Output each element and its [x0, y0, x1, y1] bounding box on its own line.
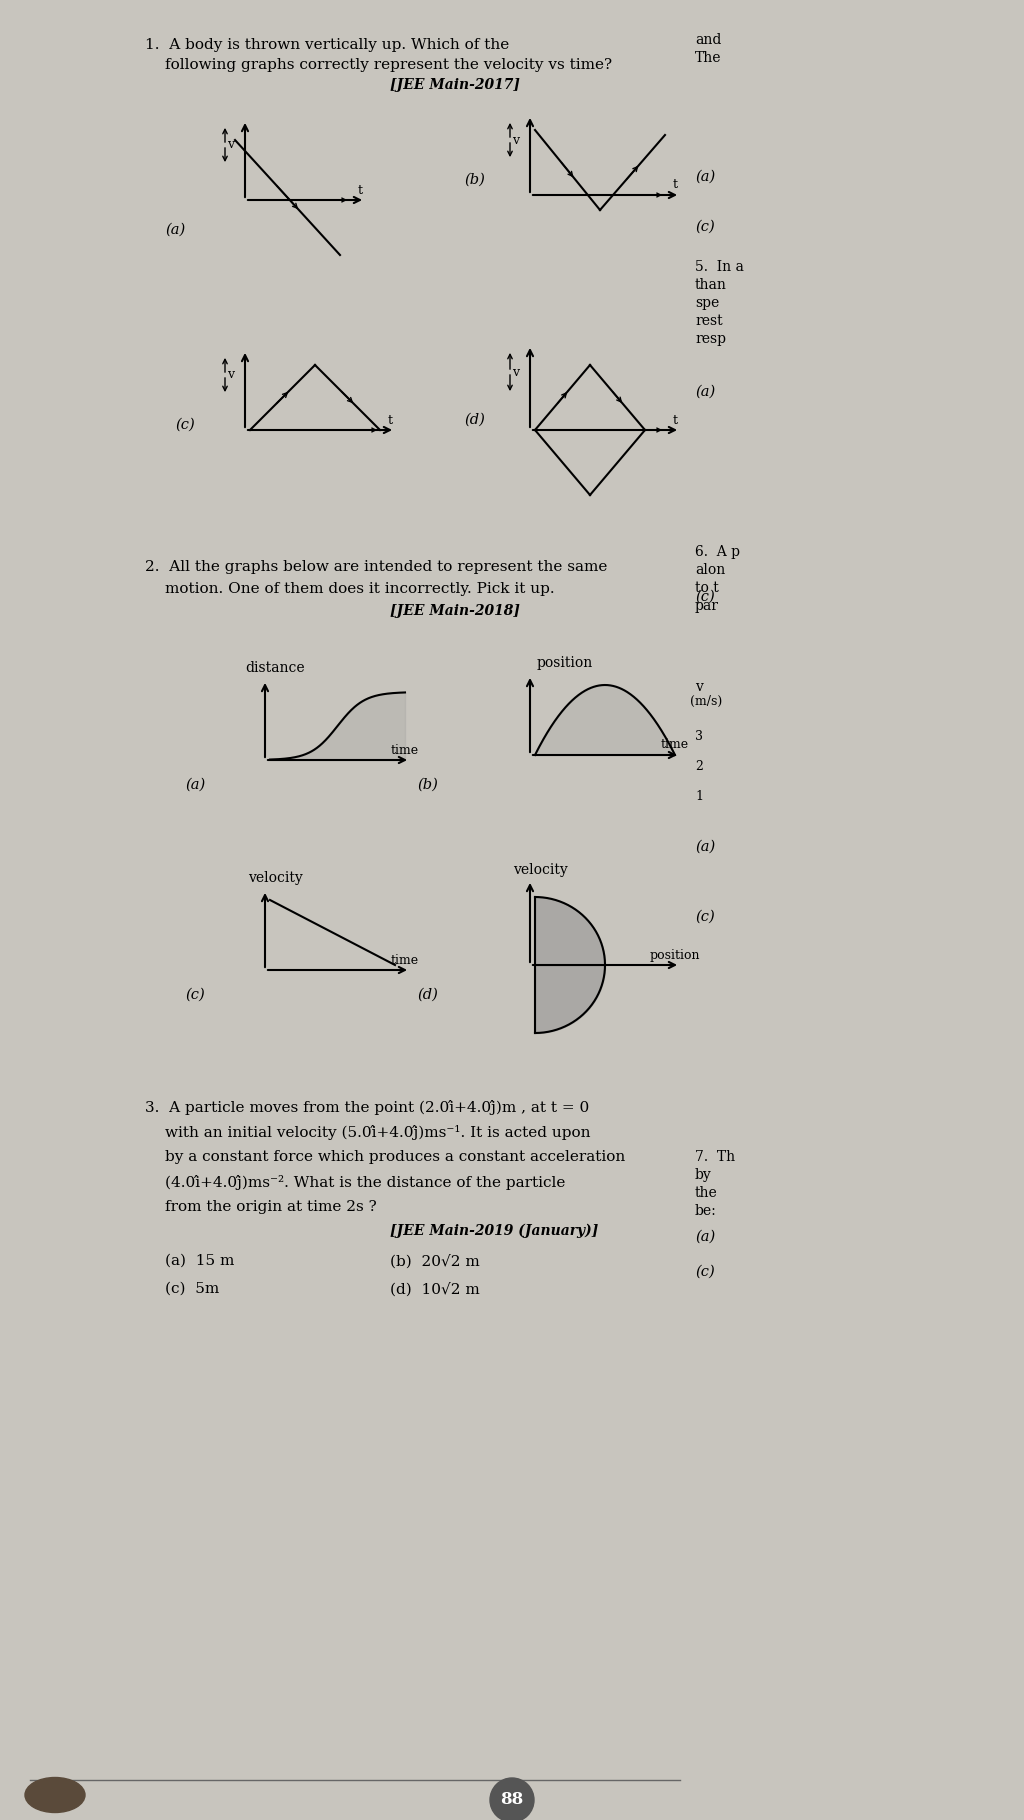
Text: from the origin at time 2s ?: from the origin at time 2s ? [165, 1199, 377, 1214]
Text: t: t [673, 413, 678, 426]
Text: position: position [650, 948, 700, 961]
Text: (c): (c) [695, 590, 715, 604]
Text: (c): (c) [695, 1265, 715, 1279]
Text: (4.0î+4.0ĵ)ms⁻². What is the distance of the particle: (4.0î+4.0ĵ)ms⁻². What is the distance … [165, 1176, 565, 1190]
Text: (c): (c) [175, 419, 195, 431]
Text: (c): (c) [695, 220, 715, 235]
Text: 3: 3 [695, 730, 703, 743]
Text: 5.  In a: 5. In a [695, 260, 743, 275]
Text: t: t [387, 413, 392, 426]
Text: (d): (d) [418, 988, 438, 1003]
Text: by a constant force which produces a constant acceleration: by a constant force which produces a con… [165, 1150, 626, 1165]
Text: (a): (a) [695, 841, 715, 854]
Text: distance: distance [245, 661, 305, 675]
Text: (a): (a) [695, 169, 715, 184]
Text: (d)  10√2 m: (d) 10√2 m [390, 1281, 480, 1296]
Text: (d): (d) [465, 413, 485, 428]
Text: rest: rest [695, 315, 723, 328]
Text: (a): (a) [695, 1230, 715, 1245]
Text: v: v [512, 366, 519, 379]
Text: [JEE Main-2019 (January)]: [JEE Main-2019 (January)] [390, 1225, 598, 1238]
Text: 1: 1 [695, 790, 703, 803]
Text: (a)  15 m: (a) 15 m [165, 1254, 234, 1269]
Text: time: time [660, 739, 689, 752]
Text: t: t [673, 178, 678, 191]
Text: by: by [695, 1168, 712, 1181]
Text: velocity: velocity [248, 872, 302, 885]
Circle shape [490, 1778, 534, 1820]
Text: 1.  A body is thrown vertically up. Which of the: 1. A body is thrown vertically up. Which… [145, 38, 509, 53]
Text: 7.  Th: 7. Th [695, 1150, 735, 1165]
Text: be:: be: [695, 1205, 717, 1218]
Text: time: time [391, 744, 419, 757]
Text: spe: spe [695, 297, 719, 309]
Ellipse shape [25, 1778, 85, 1813]
Text: and: and [695, 33, 721, 47]
Text: to t: to t [695, 581, 719, 595]
Text: (b): (b) [465, 173, 485, 187]
Text: [JEE Main-2018]: [JEE Main-2018] [390, 604, 520, 619]
Text: par: par [695, 599, 719, 613]
Text: (c)  5m: (c) 5m [165, 1281, 219, 1296]
Text: v: v [227, 138, 234, 151]
Text: (b)  20√2 m: (b) 20√2 m [390, 1254, 480, 1269]
Text: v: v [512, 133, 519, 146]
Text: following graphs correctly represent the velocity vs time?: following graphs correctly represent the… [165, 58, 612, 73]
Text: 6.  A p: 6. A p [695, 544, 740, 559]
Text: (m/s): (m/s) [690, 695, 722, 708]
Text: 2.  All the graphs below are intended to represent the same: 2. All the graphs below are intended to … [145, 561, 607, 573]
Text: [JEE Main-2017]: [JEE Main-2017] [390, 78, 520, 93]
Text: 2: 2 [695, 761, 702, 774]
Text: position: position [537, 655, 593, 670]
Text: (a): (a) [165, 224, 185, 237]
Text: (a): (a) [185, 777, 205, 792]
Text: (c): (c) [185, 988, 205, 1003]
Text: velocity: velocity [513, 863, 567, 877]
Text: (a): (a) [695, 386, 715, 399]
Text: with an initial velocity (5.0î+4.0ĵ)ms⁻¹. It is acted upon: with an initial velocity (5.0î+4.0ĵ)ms… [165, 1125, 591, 1139]
Text: 88: 88 [501, 1791, 523, 1809]
Text: (c): (c) [695, 910, 715, 925]
Text: alon: alon [695, 562, 725, 577]
Text: v: v [227, 368, 234, 382]
Text: time: time [391, 954, 419, 966]
Text: (b): (b) [418, 777, 438, 792]
Text: The: The [695, 51, 722, 66]
Text: the: the [695, 1187, 718, 1199]
Text: resp: resp [695, 331, 726, 346]
Text: t: t [357, 184, 362, 197]
Text: v: v [695, 681, 702, 693]
Text: motion. One of them does it incorrectly. Pick it up.: motion. One of them does it incorrectly.… [165, 582, 555, 595]
Text: than: than [695, 278, 727, 291]
Text: 3.  A particle moves from the point (2.0î+4.0ĵ)m , at t = 0: 3. A particle moves from the point (2.0i… [145, 1099, 589, 1116]
